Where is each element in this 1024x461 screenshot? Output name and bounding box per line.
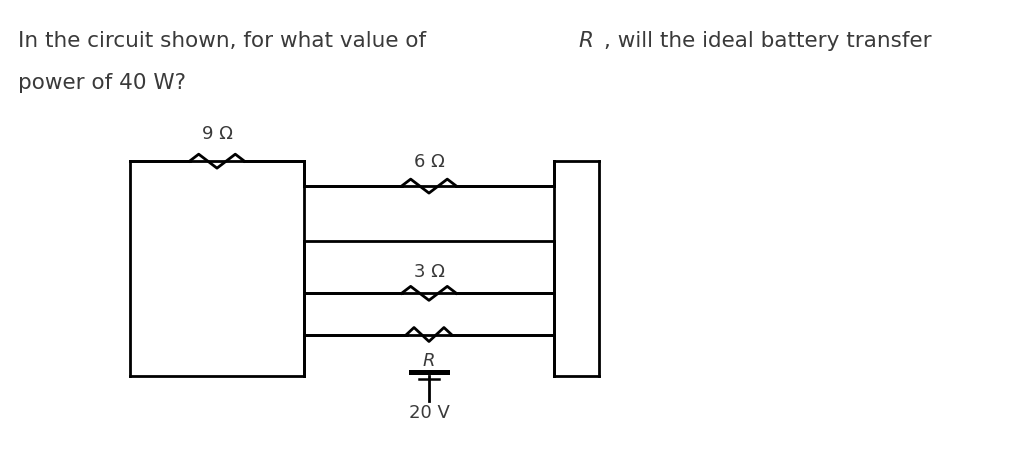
Text: , will the ideal battery transfer: , will the ideal battery transfer: [603, 31, 931, 52]
Text: 20 V: 20 V: [409, 403, 450, 422]
Text: In the circuit shown, for what value of: In the circuit shown, for what value of: [18, 31, 433, 52]
Text: R: R: [579, 31, 594, 52]
Text: 9 Ω: 9 Ω: [202, 125, 232, 143]
Text: 3 Ω: 3 Ω: [414, 263, 444, 281]
Text: R: R: [423, 353, 435, 371]
Text: 6 Ω: 6 Ω: [414, 153, 444, 171]
Text: power of 40 W?: power of 40 W?: [18, 73, 186, 94]
